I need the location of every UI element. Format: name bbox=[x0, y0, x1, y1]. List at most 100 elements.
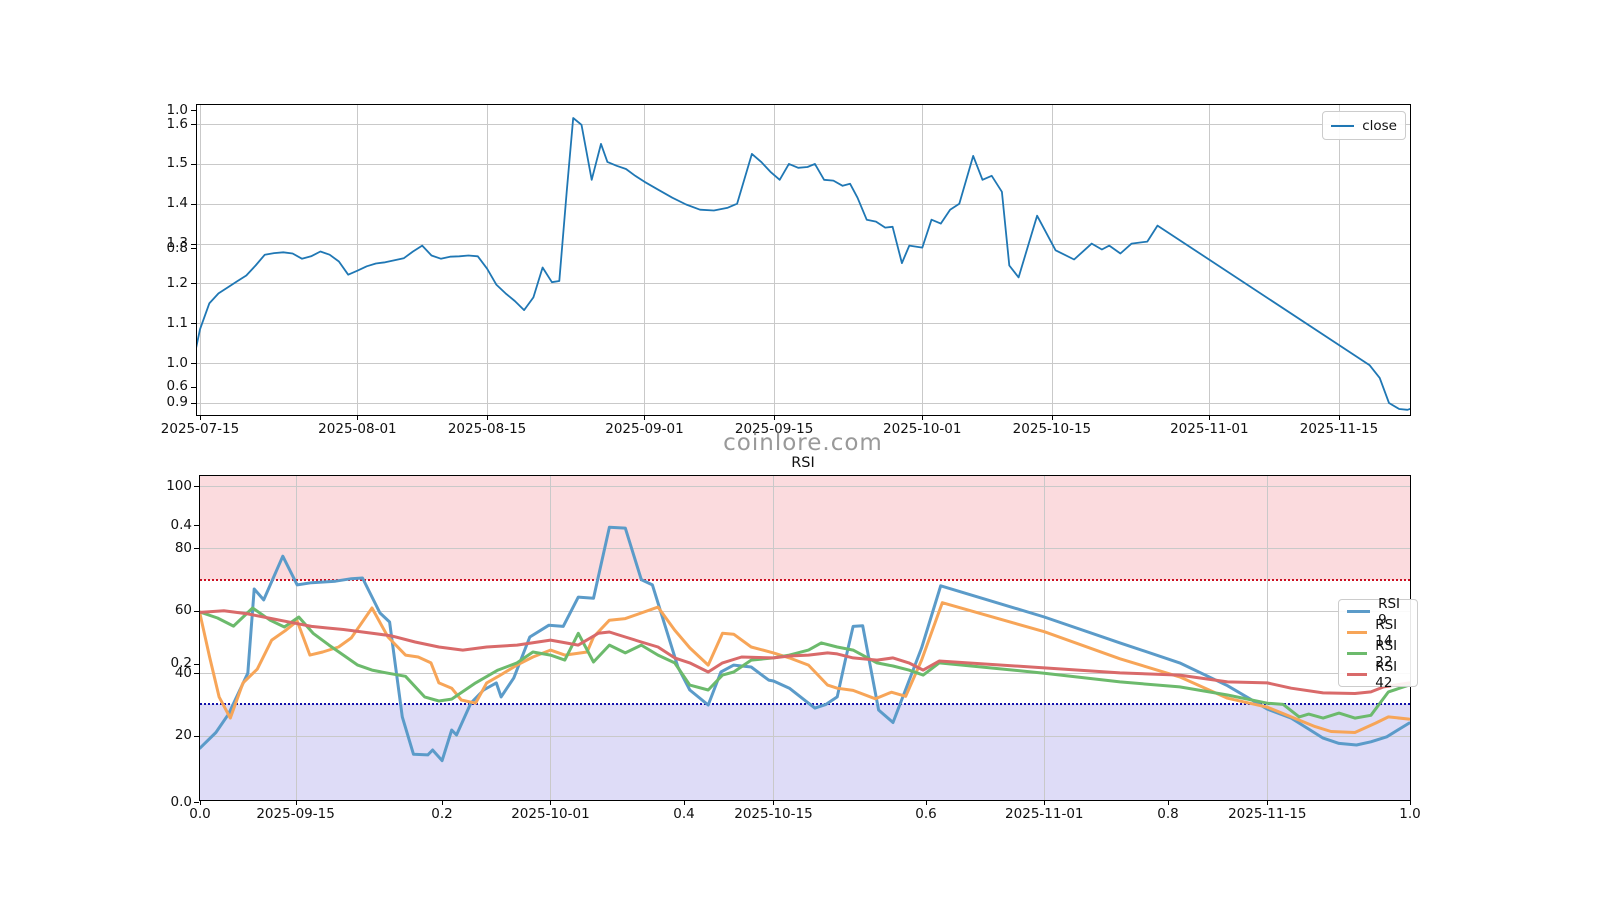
legend-label: RSI 42 bbox=[1375, 658, 1398, 691]
y-tickmark bbox=[194, 548, 199, 550]
price-y-tick-label: 1.5 bbox=[166, 155, 188, 172]
oversold-line bbox=[200, 703, 1410, 706]
rsi-legend: RSI 9 RSI 14 RSI 22 RSI 42 bbox=[1338, 596, 1418, 691]
vertical-gridline bbox=[487, 105, 489, 415]
vertical-gridline bbox=[1267, 476, 1269, 800]
overlay-y-tick-label: 0.4 bbox=[170, 516, 192, 533]
price-y-tick-label: 1.3 bbox=[166, 235, 188, 252]
x-tickmark bbox=[200, 800, 201, 805]
overlay-x-tick-label: 0.0 bbox=[189, 805, 211, 822]
rsi-y-tick-label: 20 bbox=[174, 727, 192, 744]
price-legend: close bbox=[1322, 111, 1406, 140]
price-y-tick-label: 1.1 bbox=[166, 314, 188, 331]
price-y-tick-label: 0.9 bbox=[166, 394, 188, 411]
y-tickmark bbox=[191, 110, 196, 111]
x-tickmark bbox=[1168, 800, 1169, 805]
x-tickmark bbox=[1410, 800, 1411, 805]
overlay-x-tick-label: 0.2 bbox=[431, 805, 453, 822]
rsi-x-tick-label: 2025-11-15 bbox=[1228, 805, 1307, 822]
horizontal-gridline bbox=[200, 735, 1410, 737]
x-tickmark bbox=[644, 415, 646, 420]
rsi-x-tick-label: 2025-10-15 bbox=[734, 805, 813, 822]
rsi-y-tick-label: 80 bbox=[174, 539, 192, 556]
legend-item: RSI 22 bbox=[1347, 638, 1409, 670]
y-tickmark bbox=[191, 363, 196, 365]
x-tickmark bbox=[773, 800, 775, 805]
horizontal-gridline bbox=[197, 363, 1410, 365]
legend-item: RSI 42 bbox=[1347, 659, 1409, 691]
price-x-tick-label: 2025-11-15 bbox=[1299, 420, 1379, 437]
vertical-gridline bbox=[1044, 476, 1046, 800]
x-tickmark bbox=[926, 800, 927, 805]
y-tickmark bbox=[191, 402, 196, 404]
overlay-y-tick-label: 0.6 bbox=[166, 378, 188, 395]
horizontal-gridline bbox=[200, 610, 1410, 612]
vertical-gridline bbox=[1051, 105, 1053, 415]
price-x-tick-label: 2025-10-01 bbox=[883, 420, 962, 437]
y-tickmark bbox=[191, 163, 196, 165]
y-tickmark bbox=[194, 802, 199, 803]
legend-item: RSI 9 bbox=[1347, 596, 1409, 628]
vertical-gridline bbox=[644, 105, 646, 415]
y-tickmark bbox=[194, 663, 199, 665]
y-tickmark bbox=[191, 203, 196, 205]
overbought-line bbox=[200, 578, 1410, 581]
price-y-tick-label: 1.4 bbox=[166, 195, 188, 212]
x-tickmark bbox=[200, 415, 201, 420]
horizontal-gridline bbox=[197, 283, 1410, 285]
overbought-band bbox=[200, 476, 1410, 580]
y-tickmark bbox=[194, 735, 199, 737]
y-tickmark bbox=[194, 673, 199, 675]
y-tickmark bbox=[191, 386, 196, 388]
price-x-tick-label: 2025-10-15 bbox=[1012, 420, 1092, 437]
horizontal-gridline bbox=[200, 673, 1410, 675]
price-x-tick-label: 2025-08-01 bbox=[318, 420, 397, 437]
legend-line-sample bbox=[1347, 652, 1368, 655]
x-tickmark bbox=[357, 415, 359, 420]
rsi-panel-title: RSI bbox=[791, 455, 815, 471]
rsi-y-tick-label: 100 bbox=[166, 477, 192, 494]
price-x-tick-label: 2025-08-15 bbox=[447, 420, 527, 437]
oversold-band bbox=[200, 704, 1410, 800]
legend-line-sample bbox=[1347, 631, 1368, 634]
overlay-x-tick-label: 0.8 bbox=[1157, 805, 1179, 822]
legend-label: RSI 22 bbox=[1375, 637, 1398, 670]
horizontal-gridline bbox=[197, 243, 1410, 245]
x-tickmark bbox=[442, 800, 443, 805]
x-tickmark bbox=[1338, 415, 1340, 420]
overlay-y-tick-label: 0.2 bbox=[170, 655, 192, 672]
price-y-tick-label: 1.0 bbox=[166, 354, 188, 371]
x-tickmark bbox=[1267, 800, 1269, 805]
vertical-gridline bbox=[1338, 105, 1340, 415]
x-tickmark bbox=[295, 800, 297, 805]
x-tickmark bbox=[1051, 415, 1053, 420]
legend-item: close bbox=[1331, 115, 1397, 136]
vertical-gridline bbox=[773, 476, 775, 800]
legend-label: RSI 9 bbox=[1378, 595, 1401, 628]
x-tickmark bbox=[774, 415, 776, 420]
price-y-tick-label: 1.6 bbox=[166, 115, 188, 132]
x-tickmark bbox=[1209, 415, 1211, 420]
vertical-gridline bbox=[200, 105, 201, 415]
price-x-tick-label: 2025-09-01 bbox=[605, 420, 684, 437]
vertical-gridline bbox=[357, 105, 359, 415]
price-x-tick-label: 2025-07-15 bbox=[160, 420, 240, 437]
rsi-y-tick-label: 60 bbox=[174, 602, 192, 619]
rsi-x-tick-label: 2025-09-15 bbox=[256, 805, 335, 822]
rsi-line-rsi-9 bbox=[200, 525, 1410, 763]
legend-line-sample bbox=[1347, 673, 1368, 676]
overlay-x-tick-label: 0.4 bbox=[673, 805, 695, 822]
horizontal-gridline bbox=[197, 203, 1410, 205]
x-tickmark bbox=[1044, 800, 1046, 805]
horizontal-gridline bbox=[197, 163, 1410, 165]
rsi-line-rsi-42 bbox=[200, 609, 1410, 695]
y-tickmark bbox=[191, 283, 196, 285]
overlay-y-tick-label: 1.0 bbox=[166, 101, 188, 118]
price-x-tick-label: 2025-11-01 bbox=[1170, 420, 1249, 437]
y-tickmark bbox=[191, 248, 196, 250]
legend-label: close bbox=[1362, 117, 1397, 134]
y-tickmark bbox=[194, 486, 199, 487]
vertical-gridline bbox=[550, 476, 552, 800]
rsi-y-tick-label: 40 bbox=[174, 664, 192, 681]
